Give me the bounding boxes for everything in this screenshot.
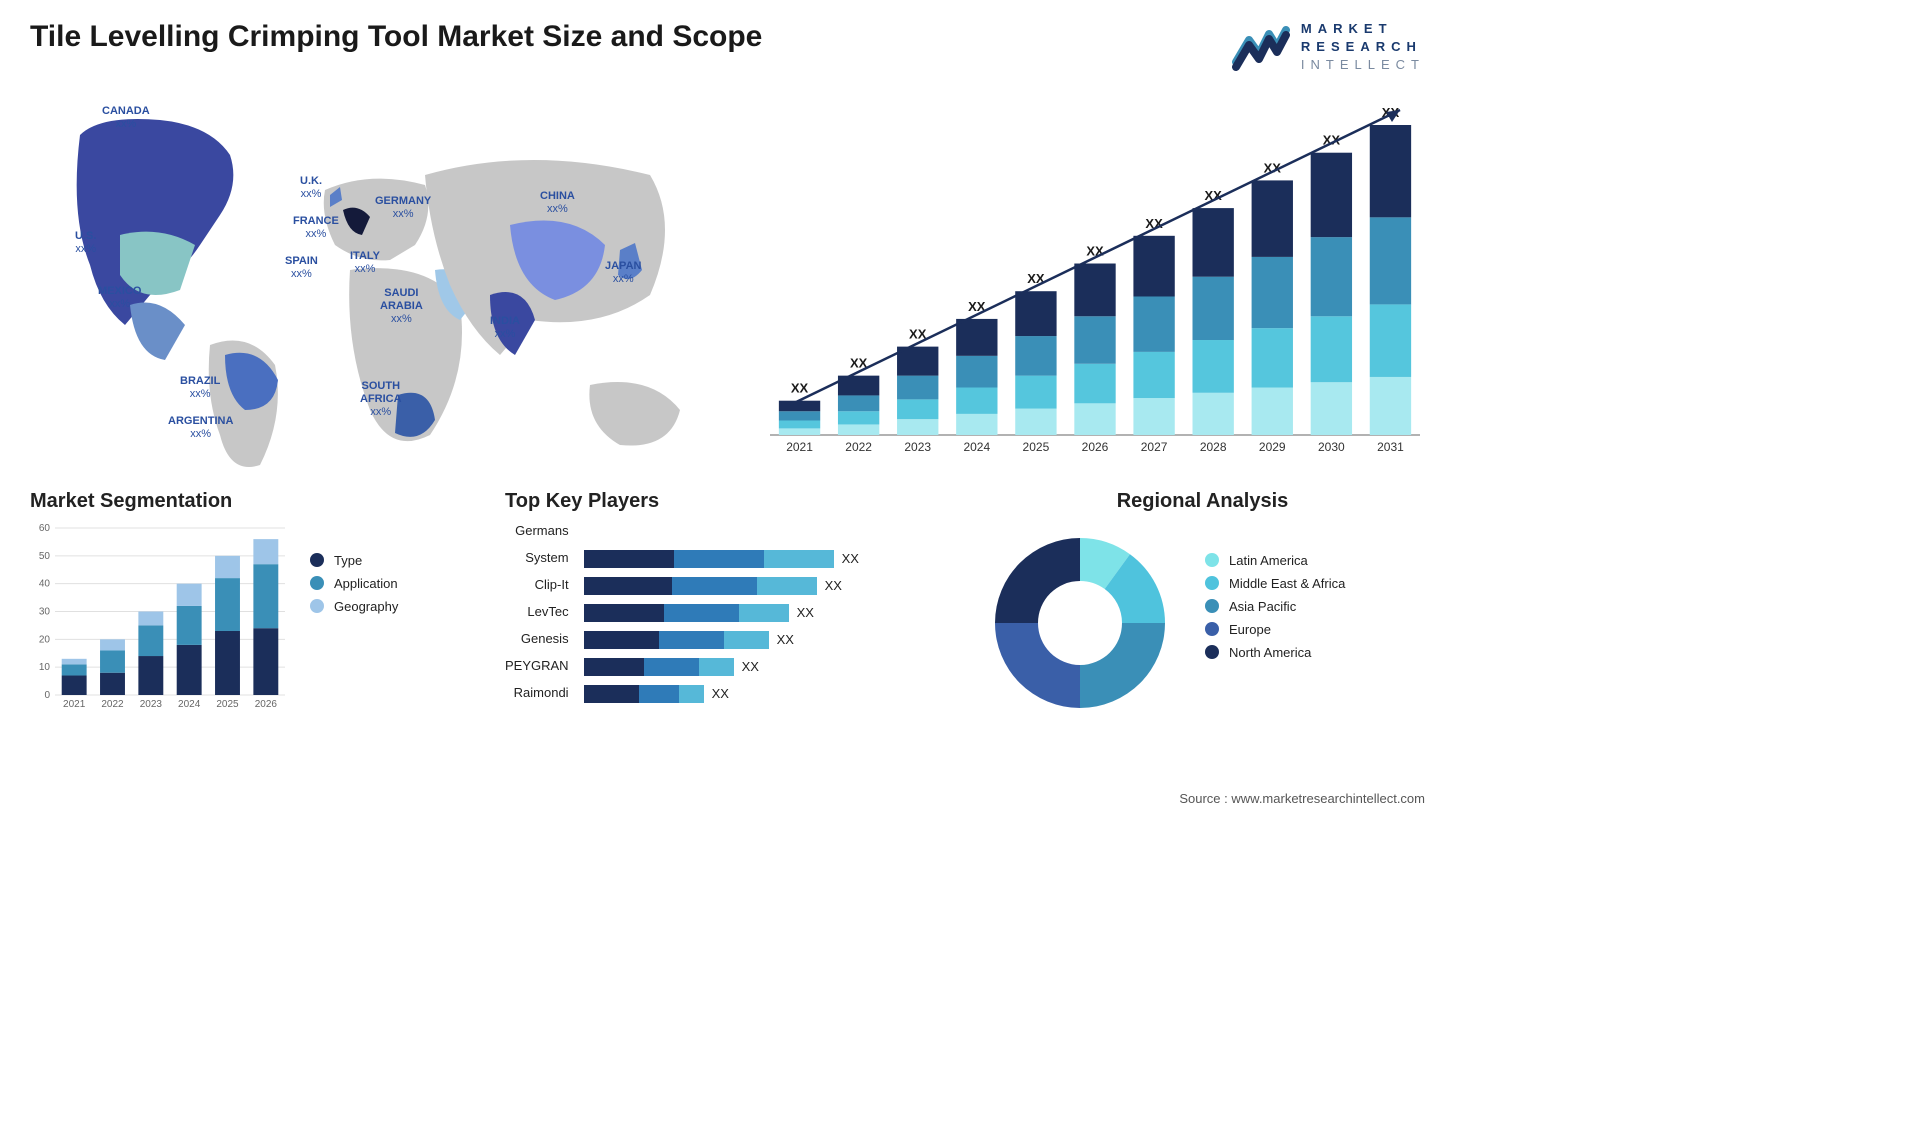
regional-donut-chart xyxy=(980,523,1180,723)
segmentation-panel: Market Segmentation 0 10 20 30 40 50 60 2021 202… xyxy=(30,490,475,723)
legend-item: Europe xyxy=(1205,622,1345,637)
svg-text:2026: 2026 xyxy=(1082,440,1109,454)
svg-text:50: 50 xyxy=(39,550,51,561)
map-label: INDIAxx% xyxy=(490,315,520,341)
svg-text:2021: 2021 xyxy=(63,699,86,710)
player-bar-row: XX xyxy=(584,550,864,568)
map-label: CANADAxx% xyxy=(102,105,150,131)
player-name: System xyxy=(525,550,568,568)
svg-text:XX: XX xyxy=(791,380,809,395)
svg-text:2031: 2031 xyxy=(1377,440,1404,454)
legend-item: North America xyxy=(1205,645,1345,660)
svg-text:2030: 2030 xyxy=(1318,440,1345,454)
svg-text:2024: 2024 xyxy=(178,699,201,710)
svg-text:2023: 2023 xyxy=(140,699,163,710)
legend-item: Asia Pacific xyxy=(1205,599,1345,614)
svg-text:2023: 2023 xyxy=(904,440,931,454)
player-name: Raimondi xyxy=(514,685,569,703)
player-name: Germans xyxy=(515,523,568,541)
world-map: CANADAxx% U.S.xx% MEXICOxx% BRAZILxx% ARGENT… xyxy=(30,95,710,475)
map-label: SPAINxx% xyxy=(285,255,318,281)
player-bar-row: XX xyxy=(584,604,864,622)
map-label: ARGENTINAxx% xyxy=(168,415,233,441)
legend-item: Middle East & Africa xyxy=(1205,576,1345,591)
svg-text:2029: 2029 xyxy=(1259,440,1286,454)
svg-text:40: 40 xyxy=(39,578,51,589)
svg-text:60: 60 xyxy=(39,523,51,534)
map-label: SAUDIARABIAxx% xyxy=(380,287,423,327)
svg-text:2028: 2028 xyxy=(1200,440,1227,454)
map-label: GERMANYxx% xyxy=(375,195,431,221)
map-label: U.S.xx% xyxy=(75,230,96,256)
player-name: PEYGRAN xyxy=(505,658,569,676)
svg-text:20: 20 xyxy=(39,634,51,645)
segmentation-title: Market Segmentation xyxy=(30,490,475,513)
player-name: Genesis xyxy=(521,631,569,649)
svg-text:2024: 2024 xyxy=(963,440,990,454)
key-players-title: Top Key Players xyxy=(505,490,950,513)
legend-item: Latin America xyxy=(1205,553,1345,568)
map-label: CHINAxx% xyxy=(540,190,575,216)
map-label: ITALYxx% xyxy=(350,250,380,276)
player-bar-row: XX xyxy=(584,577,864,595)
source-text: Source : www.marketresearchintellect.com xyxy=(1179,791,1425,806)
segmentation-chart: 0 10 20 30 40 50 60 2021 2022 2023 2024 2025 2026 xyxy=(30,523,290,713)
player-name: LevTec xyxy=(527,604,568,622)
player-bar-row: XX xyxy=(584,658,864,676)
player-name: Clip-It xyxy=(535,577,569,595)
legend-item: Type xyxy=(310,553,398,568)
svg-text:2021: 2021 xyxy=(786,440,813,454)
svg-text:30: 30 xyxy=(39,606,51,617)
key-players-panel: Top Key Players Germans System Clip-It LevT… xyxy=(505,490,950,723)
svg-text:10: 10 xyxy=(39,662,51,673)
legend-item: Application xyxy=(310,576,398,591)
player-bar-row: XX xyxy=(584,685,864,703)
logo: MARKET RESEARCH INTELLECT xyxy=(1231,20,1425,75)
segmentation-chart-svg: 0 10 20 30 40 50 60 2021 2022 2023 2024 2025 2026 xyxy=(30,523,290,713)
growth-chart: XX2021XX2022XX2023XX2024XX2025XX2026XX20… xyxy=(750,95,1430,465)
regional-legend: Latin America Middle East & Africa Asia Pa… xyxy=(1205,553,1345,660)
page-title: Tile Levelling Crimping Tool Market Size… xyxy=(30,20,762,54)
svg-text:2025: 2025 xyxy=(216,699,239,710)
player-bar-row: XX xyxy=(584,631,864,649)
map-label: SOUTHAFRICAxx% xyxy=(360,380,402,420)
segmentation-legend: Type Application Geography xyxy=(310,553,398,713)
map-label: MEXICOxx% xyxy=(98,285,141,311)
svg-text:2022: 2022 xyxy=(845,440,872,454)
map-label: U.K.xx% xyxy=(300,175,322,201)
svg-text:2025: 2025 xyxy=(1023,440,1050,454)
map-label: BRAZILxx% xyxy=(180,375,220,401)
regional-title: Regional Analysis xyxy=(980,490,1425,513)
logo-icon xyxy=(1231,22,1291,72)
legend-item: Geography xyxy=(310,599,398,614)
key-players-chart: Germans System Clip-It LevTec Genesis PEYGRAN… xyxy=(505,523,950,703)
svg-text:2022: 2022 xyxy=(101,699,124,710)
map-label: FRANCExx% xyxy=(293,215,339,241)
svg-text:2026: 2026 xyxy=(255,699,278,710)
svg-text:0: 0 xyxy=(44,690,50,701)
map-label: JAPANxx% xyxy=(605,260,641,286)
svg-text:2027: 2027 xyxy=(1141,440,1168,454)
logo-text: MARKET RESEARCH INTELLECT xyxy=(1301,20,1425,75)
regional-panel: Regional Analysis Latin America Middle Ea… xyxy=(980,490,1425,723)
growth-chart-svg: XX2021XX2022XX2023XX2024XX2025XX2026XX20… xyxy=(750,95,1430,465)
